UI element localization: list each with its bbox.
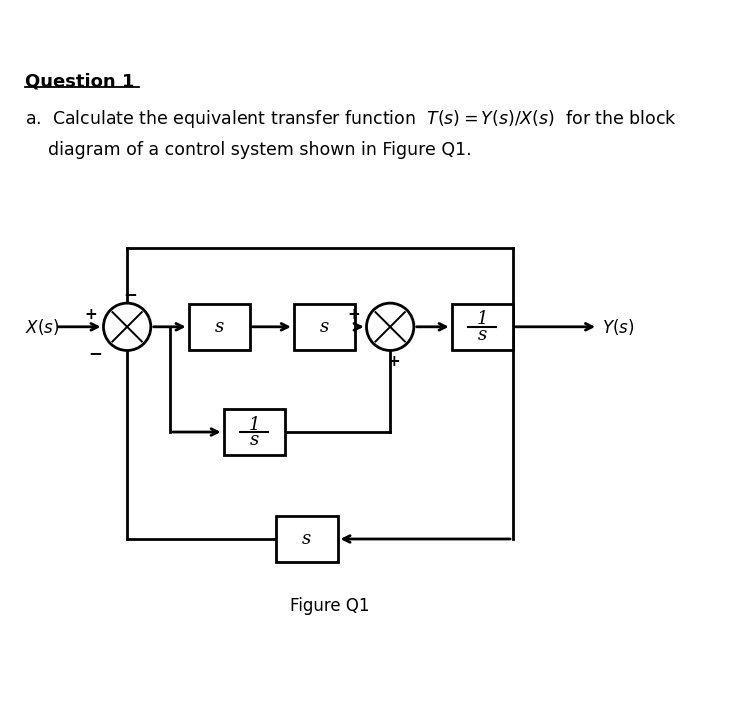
Bar (451, 304, 513, 349)
Text: s: s (320, 318, 329, 336)
Text: +: + (85, 307, 98, 322)
Text: Question 1: Question 1 (25, 72, 134, 90)
Text: Figure Q1: Figure Q1 (290, 597, 369, 615)
Bar (223, 409, 285, 455)
Text: s: s (302, 530, 311, 548)
Text: −: − (88, 344, 102, 362)
Bar (276, 516, 338, 562)
Text: +: + (348, 307, 361, 322)
Text: s: s (214, 318, 224, 336)
Circle shape (366, 303, 414, 350)
Text: $X(s)$: $X(s)$ (25, 317, 59, 336)
Text: diagram of a control system shown in Figure Q1.: diagram of a control system shown in Fig… (48, 141, 472, 159)
Text: −: − (123, 285, 137, 303)
Circle shape (104, 303, 151, 350)
Text: 1: 1 (477, 310, 488, 329)
Text: s: s (250, 431, 259, 449)
Text: +: + (387, 355, 400, 370)
Text: a.  Calculate the equivalent transfer function  $T(s) = Y(s)/X(s)$  for the bloc: a. Calculate the equivalent transfer fun… (25, 108, 677, 130)
Text: 1: 1 (248, 416, 260, 434)
Bar (189, 304, 250, 349)
Bar (294, 304, 355, 349)
Text: s: s (478, 326, 487, 344)
Text: $Y(s)$: $Y(s)$ (602, 317, 635, 336)
